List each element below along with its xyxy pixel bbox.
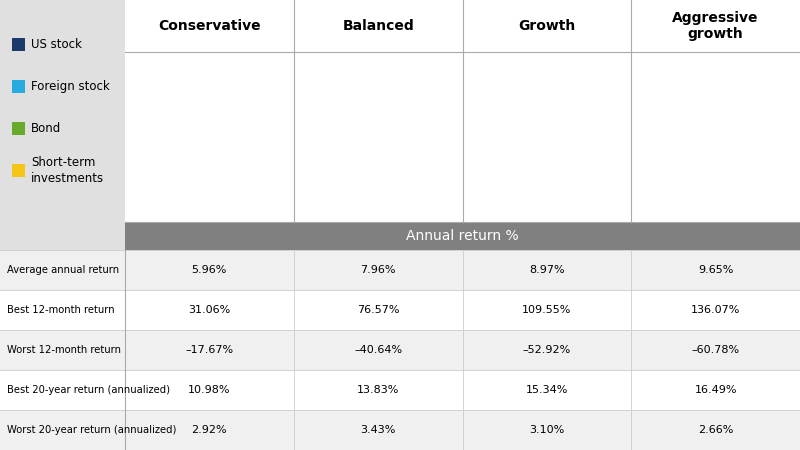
Text: Best 12-month return: Best 12-month return	[7, 305, 114, 315]
Text: 49%: 49%	[570, 131, 596, 141]
Text: 15%: 15%	[686, 99, 711, 109]
Text: 3.43%: 3.43%	[361, 425, 396, 435]
Wedge shape	[210, 101, 262, 137]
Wedge shape	[530, 81, 547, 137]
Text: 10%: 10%	[354, 97, 379, 108]
Text: Foreign stock: Foreign stock	[31, 80, 110, 93]
Wedge shape	[346, 81, 378, 137]
Text: Conservative: Conservative	[158, 19, 261, 33]
Wedge shape	[378, 137, 423, 193]
Bar	[12, 38, 25, 51]
Wedge shape	[670, 81, 716, 137]
Bar	[125, 0, 800, 450]
Text: 3.10%: 3.10%	[530, 425, 565, 435]
Wedge shape	[494, 137, 550, 193]
Wedge shape	[378, 81, 434, 170]
Wedge shape	[210, 81, 253, 137]
Text: Short-term
investments: Short-term investments	[31, 157, 104, 184]
Text: Worst 12-month return: Worst 12-month return	[7, 345, 121, 355]
Bar	[12, 164, 25, 177]
Text: 15%: 15%	[382, 164, 407, 175]
Text: Balanced: Balanced	[342, 19, 414, 33]
Wedge shape	[156, 120, 266, 193]
Bar	[12, 122, 25, 135]
Bar	[12, 80, 25, 93]
Text: 10.98%: 10.98%	[188, 385, 230, 395]
Text: 5%: 5%	[526, 57, 544, 68]
Bar	[0, 370, 800, 410]
Text: –52.92%: –52.92%	[522, 345, 571, 355]
Wedge shape	[322, 92, 378, 193]
Text: 16.49%: 16.49%	[694, 385, 737, 395]
Bar	[0, 250, 800, 290]
Text: 25%: 25%	[667, 138, 692, 148]
Text: Annual return %: Annual return %	[406, 229, 519, 243]
Text: 5.96%: 5.96%	[192, 265, 227, 275]
Text: US stock: US stock	[31, 38, 82, 51]
Text: 15.34%: 15.34%	[526, 385, 568, 395]
Bar	[125, 222, 800, 250]
Text: Best 20-year return (annualized): Best 20-year return (annualized)	[7, 385, 170, 395]
Text: 2.66%: 2.66%	[698, 425, 734, 435]
Text: 35%: 35%	[398, 116, 423, 126]
Text: 21%: 21%	[514, 162, 539, 172]
Text: Growth: Growth	[518, 19, 575, 33]
Wedge shape	[660, 104, 716, 182]
Text: Bond: Bond	[31, 122, 62, 135]
Wedge shape	[547, 81, 603, 193]
Text: Aggressive
growth: Aggressive growth	[672, 11, 759, 41]
Bar	[0, 290, 800, 330]
Text: 76.57%: 76.57%	[357, 305, 399, 315]
Text: 6%: 6%	[266, 95, 285, 106]
Text: 109.55%: 109.55%	[522, 305, 571, 315]
Text: 13.83%: 13.83%	[357, 385, 399, 395]
Text: 25%: 25%	[502, 116, 527, 126]
Text: 31.06%: 31.06%	[188, 305, 230, 315]
Text: 8.97%: 8.97%	[529, 265, 565, 275]
Text: 9.65%: 9.65%	[698, 265, 734, 275]
Text: 7.96%: 7.96%	[360, 265, 396, 275]
Bar	[0, 330, 800, 370]
Text: –17.67%: –17.67%	[186, 345, 234, 355]
Text: 2.92%: 2.92%	[191, 425, 227, 435]
Text: 30%: 30%	[167, 111, 193, 121]
Text: –60.78%: –60.78%	[691, 345, 740, 355]
Wedge shape	[682, 81, 772, 193]
Wedge shape	[491, 84, 547, 154]
Text: –40.64%: –40.64%	[354, 345, 402, 355]
Text: 136.07%: 136.07%	[691, 305, 740, 315]
Text: 14%: 14%	[212, 99, 238, 109]
Text: 50%: 50%	[208, 166, 233, 176]
Text: 60%: 60%	[738, 143, 762, 153]
Text: Worst 20-year return (annualized): Worst 20-year return (annualized)	[7, 425, 176, 435]
Text: Average annual return: Average annual return	[7, 265, 119, 275]
Bar	[0, 0, 125, 450]
Text: 40%: 40%	[331, 143, 356, 153]
Wedge shape	[154, 81, 210, 154]
Bar	[0, 410, 800, 450]
